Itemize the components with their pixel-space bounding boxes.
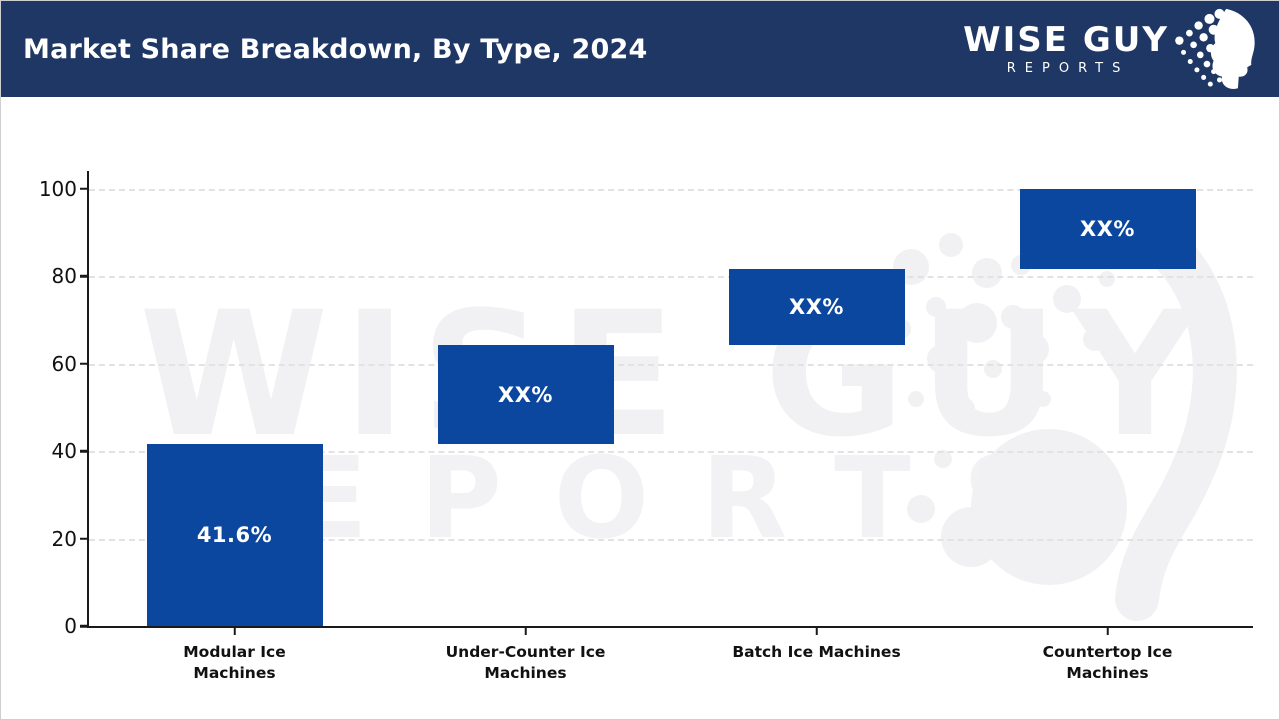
logo-text: WISE GUY REPORTS <box>963 23 1169 75</box>
y-gridline <box>89 451 1253 453</box>
x-category-label: Countertop Ice Machines <box>1042 643 1173 682</box>
x-tick-mark <box>524 628 527 635</box>
wise-guy-logo: WISE GUY REPORTS <box>963 4 1263 94</box>
y-gridline <box>89 363 1253 366</box>
y-gridline <box>89 188 1253 191</box>
y-tick-mark <box>80 624 88 628</box>
x-category-label: Batch Ice Machines <box>732 643 901 661</box>
y-tick-mark <box>80 537 88 540</box>
y-gridline <box>89 538 1253 541</box>
logo-wordmark: WISE GUY <box>963 20 1169 60</box>
watermark-face-icon <box>891 207 1237 621</box>
y-tick-label: 20 <box>51 526 77 551</box>
chart-area: WISE GUY REPORTS 0 20 40 60 80 100 41.6% Modula… <box>1 97 1279 719</box>
y-gridline <box>89 276 1253 278</box>
y-tick-label: 80 <box>51 264 77 288</box>
logo-face-icon <box>1175 8 1255 89</box>
x-tick-mark <box>815 628 818 635</box>
bar-batch-ice-machines[interactable]: XX% <box>728 269 905 346</box>
bar-value-label: 41.6% <box>196 523 273 547</box>
bar-countertop-ice-machines[interactable]: XX% <box>1019 188 1196 270</box>
x-tick-mark <box>233 628 236 635</box>
x-category-label: Modular Ice Machines <box>183 643 286 682</box>
x-category-label: Under-Counter Ice Machines <box>445 643 606 682</box>
page-title: Market Share Breakdown, By Type, 2024 <box>23 33 648 65</box>
y-tick-label: 0 <box>64 614 77 638</box>
y-tick-label: 60 <box>51 351 77 376</box>
y-tick-mark <box>80 362 88 365</box>
bar-modular-ice-machines[interactable]: 41.6% <box>146 444 323 626</box>
y-tick-label: 40 <box>51 439 77 463</box>
y-tick-mark <box>80 187 88 190</box>
bar-value-label: XX% <box>1080 216 1135 241</box>
y-tick-mark <box>80 274 88 278</box>
bar-value-label: XX% <box>789 295 844 320</box>
y-tick-label: 100 <box>38 176 77 201</box>
logo-subtitle: REPORTS <box>1006 61 1130 76</box>
x-tick-mark <box>1106 628 1109 635</box>
bar-value-label: XX% <box>498 382 553 407</box>
bar-under-counter-ice-machines[interactable]: XX% <box>437 345 614 444</box>
y-tick-mark <box>80 449 88 453</box>
header-bar: Market Share Breakdown, By Type, 2024 WI… <box>1 1 1279 97</box>
